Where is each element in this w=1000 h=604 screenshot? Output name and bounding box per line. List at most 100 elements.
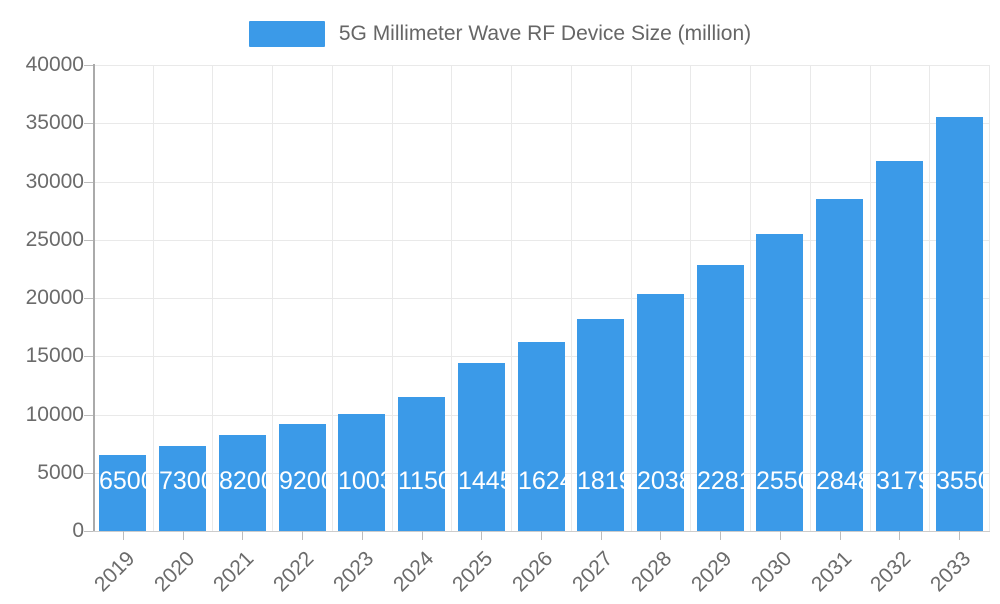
bar[interactable]: 18190 (577, 319, 624, 531)
bar[interactable]: 11500 (398, 397, 445, 531)
legend-item-5g[interactable]: 5G Millimeter Wave RF Device Size (milli… (248, 21, 752, 47)
bar-value-label: 11500 (398, 467, 445, 495)
x-gridline (451, 65, 452, 531)
bar[interactable]: 8200 (219, 435, 266, 531)
x-axis-tick-label: 2027 (567, 547, 617, 597)
y-axis-tick-label: 15000 (25, 344, 84, 368)
x-axis-tick-label: 2030 (746, 547, 797, 597)
y-gridline (93, 123, 989, 125)
y-axis-line (93, 64, 95, 532)
x-axis-tick-mark (959, 531, 960, 540)
y-axis-tick-mark (84, 239, 93, 241)
x-axis-tick-label: 2024 (388, 547, 438, 597)
y-axis-tick-label: 20000 (25, 286, 84, 309)
y-axis-tick-label: 40000 (25, 53, 84, 76)
plot-area: 6500 7300 8200 9200 10030 11500 14450 16240 1819… (93, 65, 990, 532)
x-axis-tick-label: 2026 (507, 547, 558, 597)
bar-value-label: 7300 (159, 467, 206, 495)
y-axis-tick-label: 5000 (37, 460, 84, 484)
x-axis-tick-mark (183, 531, 184, 540)
y-gridline (93, 239, 989, 241)
x-axis-tick-label: 2032 (866, 547, 916, 597)
x-gridline (272, 65, 273, 531)
x-axis-tick-label: 2025 (448, 547, 498, 597)
bar[interactable]: 20380 (637, 293, 684, 531)
x-axis-tick-label: 2022 (269, 547, 319, 597)
bar-value-label: 6500 (99, 467, 146, 495)
x-axis-tick-label: 2019 (89, 547, 140, 597)
y-axis-tick-label: 10000 (25, 402, 84, 426)
y-axis-tick-label: 30000 (25, 169, 84, 193)
x-axis-tick-mark (362, 531, 363, 540)
x-axis-tick-mark (302, 531, 303, 540)
x-gridline (929, 65, 930, 531)
x-axis-tick-mark (242, 531, 243, 540)
x-axis-tick-mark (541, 531, 542, 540)
x-axis-tick-label: 2021 (209, 547, 259, 597)
bar-value-label: 25500 (756, 467, 803, 495)
bar-value-label: 8200 (219, 467, 266, 495)
x-gridline (153, 65, 154, 531)
x-gridline (750, 65, 751, 531)
bar-value-label: 10030 (338, 467, 385, 495)
x-gridline (690, 65, 691, 531)
bar-value-label: 31790 (876, 467, 923, 495)
x-axis-tick-mark (780, 531, 781, 540)
bar[interactable]: 35500 (936, 117, 983, 531)
bar[interactable]: 9200 (279, 423, 326, 531)
bar-value-label: 35500 (936, 467, 983, 495)
y-axis-tick-mark (84, 298, 93, 299)
bar-value-label: 16240 (518, 467, 565, 495)
x-axis-tick-mark (601, 531, 602, 540)
x-axis-tick-mark (840, 531, 841, 540)
bar-value-label: 14450 (458, 467, 505, 495)
x-axis-tick-mark (660, 531, 661, 540)
y-gridline (93, 298, 989, 299)
bar-value-label: 28480 (816, 467, 863, 495)
legend-label: 5G Millimeter Wave RF Device Size (milli… (338, 22, 752, 45)
bar[interactable]: 7300 (159, 445, 206, 531)
bar[interactable]: 10030 (338, 414, 385, 531)
x-axis-tick-label: 2028 (627, 547, 677, 597)
y-axis-tick-label: 0 (72, 519, 84, 542)
x-gridline (212, 65, 213, 531)
y-axis-tick-mark (84, 531, 93, 532)
y-axis-tick-mark (84, 414, 93, 416)
x-gridline (631, 65, 632, 531)
bar[interactable]: 28480 (816, 199, 863, 531)
y-axis-tick-mark (84, 356, 93, 358)
x-axis-tick-label: 2031 (806, 547, 856, 597)
x-axis-tick-mark (422, 531, 423, 540)
x-gridline (989, 65, 990, 531)
bar[interactable]: 6500 (99, 455, 146, 531)
x-gridline (870, 65, 871, 531)
bar-value-label: 20380 (637, 467, 684, 495)
bar[interactable]: 25500 (756, 233, 803, 531)
bar-value-label: 9200 (279, 467, 326, 495)
x-axis-tick-mark (720, 531, 721, 540)
y-axis-tick-mark (84, 181, 93, 183)
bar-value-label: 22810 (697, 467, 744, 495)
y-gridline (93, 181, 989, 183)
x-axis-tick-mark (899, 531, 900, 540)
x-axis-tick-mark (481, 531, 482, 540)
x-gridline (511, 65, 512, 531)
x-gridline (810, 65, 811, 531)
bar[interactable]: 22810 (697, 265, 744, 531)
y-axis-tick-label: 35000 (25, 111, 84, 135)
y-axis-tick-mark (84, 123, 93, 125)
bar[interactable]: 14450 (458, 362, 505, 531)
y-axis-tick-mark (84, 472, 93, 474)
y-axis-tick-label: 25000 (25, 227, 84, 251)
bar[interactable]: 16240 (518, 341, 565, 531)
y-gridline (93, 65, 989, 66)
bar-value-label: 18190 (577, 467, 624, 495)
bar[interactable]: 31790 (876, 160, 923, 531)
legend-swatch-icon (248, 21, 325, 47)
x-gridline (571, 65, 572, 531)
x-axis-tick-label: 2029 (687, 547, 737, 597)
x-axis-tick-label: 2023 (328, 547, 379, 597)
x-axis-tick-mark (123, 531, 124, 540)
x-axis-tick-label: 2020 (149, 547, 199, 597)
